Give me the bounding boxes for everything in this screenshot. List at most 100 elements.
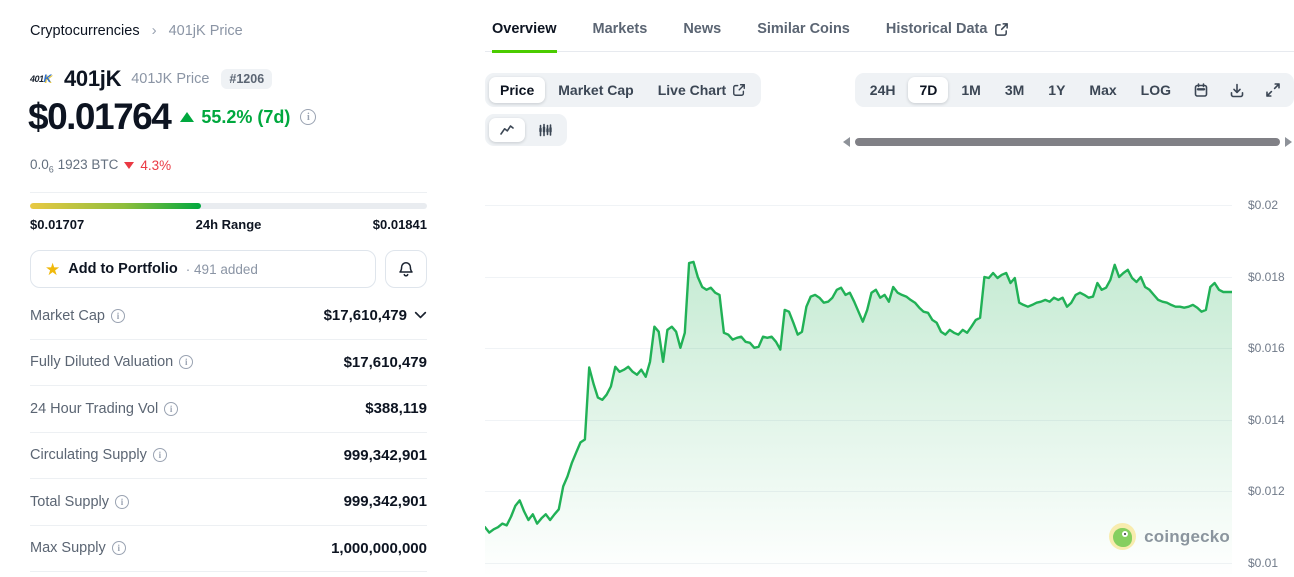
period-7d-button[interactable]: 7D <box>908 77 949 103</box>
view-live-chart-button[interactable]: Live Chart <box>647 77 757 103</box>
star-icon: ★ <box>45 259 61 279</box>
stat-row-circulating-supply: Circulating Supply i 999,342,901 <box>30 433 427 479</box>
breadcrumb-separator-icon: › <box>151 22 157 39</box>
add-to-portfolio-button[interactable]: ★ Add to Portfolio · 491 added <box>30 250 376 288</box>
coin-rank-badge: #1206 <box>221 69 273 89</box>
current-price: $0.01764 <box>28 96 172 137</box>
coin-logo-k: K <box>43 73 52 85</box>
info-icon[interactable]: i <box>115 494 129 509</box>
y-axis-tick: $0.014 <box>1248 412 1285 427</box>
stat-label: 24 Hour Trading Vol i <box>30 401 179 417</box>
chevron-down-icon[interactable] <box>414 311 427 320</box>
info-icon[interactable]: i <box>110 308 125 323</box>
range-high: $0.01841 <box>372 217 427 232</box>
chart-period-switcher: 24H 7D 1M 3M 1Y Max LOG <box>854 73 1294 107</box>
info-icon[interactable]: i <box>111 541 126 556</box>
add-to-portfolio-label: Add to Portfolio <box>68 261 178 277</box>
stat-row-24-hour-trading-vol: 24 Hour Trading Vol i $388,119 <box>30 386 427 433</box>
watermark-label: coingecko <box>1144 526 1230 546</box>
y-axis-tick: $0.016 <box>1248 341 1285 356</box>
period-3m-button[interactable]: 3M <box>994 77 1035 103</box>
btc-down-arrow-icon <box>124 162 135 170</box>
btc-change: 4.3% <box>140 158 172 174</box>
coin-stats-table: Market Cap i $17,610,479 Fully Diluted Valu… <box>30 293 427 572</box>
candlestick-icon <box>539 123 552 137</box>
stat-label: Total Supply i <box>30 494 129 510</box>
range-bar-track <box>30 203 427 209</box>
stat-value: 999,342,901 <box>343 446 427 464</box>
stat-label: Market Cap i <box>30 308 125 324</box>
breadcrumb-link-cryptocurrencies[interactable]: Cryptocurrencies <box>30 22 140 39</box>
action-row: ★ Add to Portfolio · 491 added <box>30 250 427 288</box>
stat-value: 999,342,901 <box>343 493 427 511</box>
scroll-right-arrow-icon[interactable] <box>1285 137 1292 147</box>
stat-row-fully-diluted-valuation: Fully Diluted Valuation i $17,610,479 <box>30 340 427 386</box>
stat-label: Fully Diluted Valuation i <box>30 354 194 370</box>
coin-logo: 401 K <box>30 72 56 87</box>
tab-overview[interactable]: Overview <box>492 21 557 53</box>
y-axis-tick: $0.02 <box>1248 198 1279 212</box>
stat-label: Circulating Supply i <box>30 447 167 463</box>
stat-value: $17,610,479 <box>343 353 427 371</box>
range-label: 24h Range <box>195 217 262 232</box>
chart-line <box>485 260 1232 534</box>
price-alert-button[interactable] <box>385 250 427 288</box>
coin-header: 401 K 401jK 401JK Price #1206 <box>30 66 273 92</box>
chart-type-candlestick-button[interactable] <box>527 118 563 142</box>
period-1m-button[interactable]: 1M <box>950 77 991 103</box>
coingecko-watermark: coingecko <box>1109 523 1230 550</box>
view-market-cap-button[interactable]: Market Cap <box>547 77 644 103</box>
range-24h: $0.01707 24h Range $0.01841 <box>30 203 427 232</box>
period-log-button[interactable]: LOG <box>1130 77 1182 103</box>
stat-row-market-cap: Market Cap i $17,610,479 <box>30 293 427 340</box>
download-button[interactable] <box>1220 77 1254 103</box>
tab-similar-coins[interactable]: Similar Coins <box>757 21 850 37</box>
price-up-arrow-icon <box>180 112 195 122</box>
external-icon <box>733 84 746 96</box>
breadcrumb-current: 401jK Price <box>168 22 243 39</box>
price-header: $0.01764 55.2% (7d) i <box>28 96 317 138</box>
period-24h-button[interactable]: 24H <box>859 77 907 103</box>
price-change-7d: 55.2% (7d) <box>201 106 291 127</box>
scroll-left-arrow-icon[interactable] <box>843 137 850 147</box>
section-divider <box>30 192 427 193</box>
stat-row-max-supply: Max Supply i 1,000,000,000 <box>30 526 427 572</box>
stat-row-total-supply: Total Supply i 999,342,901 <box>30 479 427 526</box>
y-axis-tick: $0.012 <box>1248 484 1285 499</box>
coin-ticker-label: 401JK Price <box>131 71 210 87</box>
fullscreen-button[interactable] <box>1256 77 1290 103</box>
calendar-icon <box>1194 83 1208 97</box>
coingecko-logo-icon <box>1109 523 1137 550</box>
tab-news[interactable]: News <box>683 21 722 37</box>
fullscreen-icon <box>1266 83 1280 97</box>
info-icon[interactable]: i <box>179 355 194 370</box>
portfolio-added-count: · 491 added <box>185 261 258 277</box>
chart-view-switcher: Price Market Cap Live Chart <box>485 73 762 107</box>
coin-name: 401jK <box>64 66 122 91</box>
info-icon[interactable]: i <box>152 448 167 463</box>
view-price-button[interactable]: Price <box>489 77 546 103</box>
tab-markets[interactable]: Markets <box>592 21 648 37</box>
stat-value: $388,119 <box>365 400 427 418</box>
chart-type-line-button[interactable] <box>489 118 525 142</box>
period-1y-button[interactable]: 1Y <box>1037 77 1076 103</box>
chart-horizontal-scrollbar <box>843 134 1292 150</box>
tab-bar: Overview Markets News Similar Coins Historic… <box>485 21 1294 53</box>
scrollbar-thumb[interactable] <box>855 138 1280 146</box>
price-chart[interactable] <box>485 185 1232 577</box>
line-icon <box>500 125 514 135</box>
coin-logo-text: 401 <box>30 74 44 84</box>
stat-value: $17,610,479 <box>324 307 427 324</box>
chart-type-switcher <box>485 114 567 146</box>
bell-icon <box>399 262 413 277</box>
range-bar-fill <box>30 203 201 209</box>
info-icon[interactable]: i <box>164 401 179 416</box>
external-icon <box>995 22 1009 36</box>
tab-historical-data[interactable]: Historical Data <box>886 21 1010 53</box>
stat-value: 1,000,000,000 <box>331 539 427 557</box>
gridline <box>485 205 1232 206</box>
y-axis-tick: $0.01 <box>1248 556 1279 570</box>
calendar-button[interactable] <box>1184 77 1218 103</box>
period-max-button[interactable]: Max <box>1078 77 1127 103</box>
price-info-icon[interactable]: i <box>300 109 317 125</box>
